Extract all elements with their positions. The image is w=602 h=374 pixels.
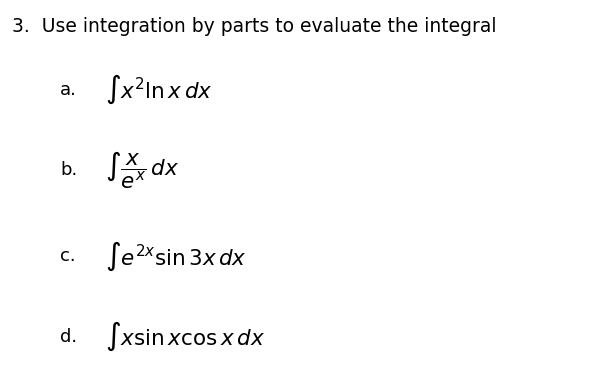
Text: 3.  Use integration by parts to evaluate the integral: 3. Use integration by parts to evaluate … [12, 17, 497, 36]
Text: $\int x \sin x \cos x\, dx$: $\int x \sin x \cos x\, dx$ [105, 320, 265, 353]
Text: c.: c. [60, 247, 76, 265]
Text: b.: b. [60, 161, 78, 179]
Text: a.: a. [60, 81, 77, 99]
Text: $\int x^2 \ln x\, dx$: $\int x^2 \ln x\, dx$ [105, 73, 213, 107]
Text: $\int \dfrac{x}{e^x}\, dx$: $\int \dfrac{x}{e^x}\, dx$ [105, 149, 179, 191]
Text: $\int e^{2x} \sin 3x\, dx$: $\int e^{2x} \sin 3x\, dx$ [105, 239, 247, 273]
Text: d.: d. [60, 328, 77, 346]
